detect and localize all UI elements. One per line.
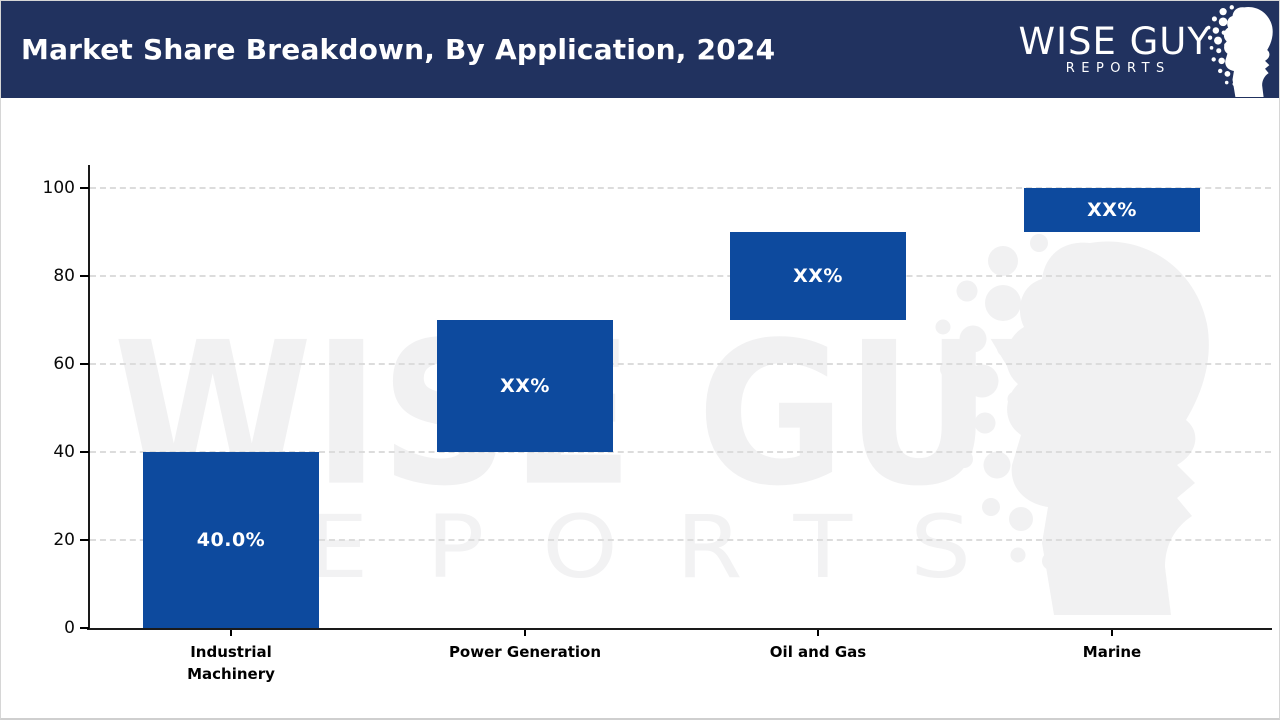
x-tick	[1111, 630, 1113, 636]
y-axis-tick-label: 80	[53, 266, 75, 286]
y-axis-tick-label: 60	[53, 354, 75, 374]
logo-subtext: REPORTS	[1065, 60, 1171, 76]
logo-text-block: WISE GUY REPORTS	[1018, 20, 1211, 76]
y-tick	[80, 451, 89, 453]
x-axis-line	[87, 628, 1272, 630]
bar: XX%	[437, 320, 613, 452]
bar-value-label: XX%	[1087, 199, 1137, 221]
header: Market Share Breakdown, By Application, …	[1, 1, 1279, 98]
x-tick	[817, 630, 819, 636]
y-tick	[80, 363, 89, 365]
y-axis-line	[88, 165, 90, 630]
gridline	[90, 451, 1271, 453]
bar: XX%	[730, 232, 906, 320]
gridline	[90, 363, 1271, 365]
gridline	[90, 187, 1271, 189]
y-axis-tick-label: 20	[53, 530, 75, 550]
x-tick	[230, 630, 232, 636]
x-axis-label: Oil and Gas	[769, 643, 867, 661]
y-tick	[80, 539, 89, 541]
x-axis-label: Marine	[1082, 643, 1142, 661]
y-axis-tick-label: 0	[64, 618, 75, 638]
logo-wordmark: WISE GUY	[1018, 20, 1211, 64]
bar: 40.0%	[143, 452, 319, 628]
x-axis-label: Power Generation	[448, 643, 602, 661]
y-tick	[80, 275, 89, 277]
bar: XX%	[1024, 188, 1200, 232]
y-tick	[80, 627, 89, 629]
y-axis-tick-label: 40	[53, 442, 75, 462]
bar-value-label: 40.0%	[196, 529, 266, 551]
bar-value-label: XX%	[500, 375, 550, 397]
y-tick	[80, 187, 89, 189]
page-title: Market Share Breakdown, By Application, …	[21, 33, 776, 66]
x-axis-label: Industrial Machinery	[187, 643, 275, 683]
wiseguy-head-icon	[1206, 4, 1273, 97]
x-tick	[524, 630, 526, 636]
bar-value-label: XX%	[793, 265, 843, 287]
gridline	[90, 275, 1271, 277]
gridline	[90, 539, 1271, 541]
y-axis-tick-label: 100	[42, 178, 75, 198]
wiseguy-logo: WISE GUY REPORTS	[1019, 3, 1277, 97]
